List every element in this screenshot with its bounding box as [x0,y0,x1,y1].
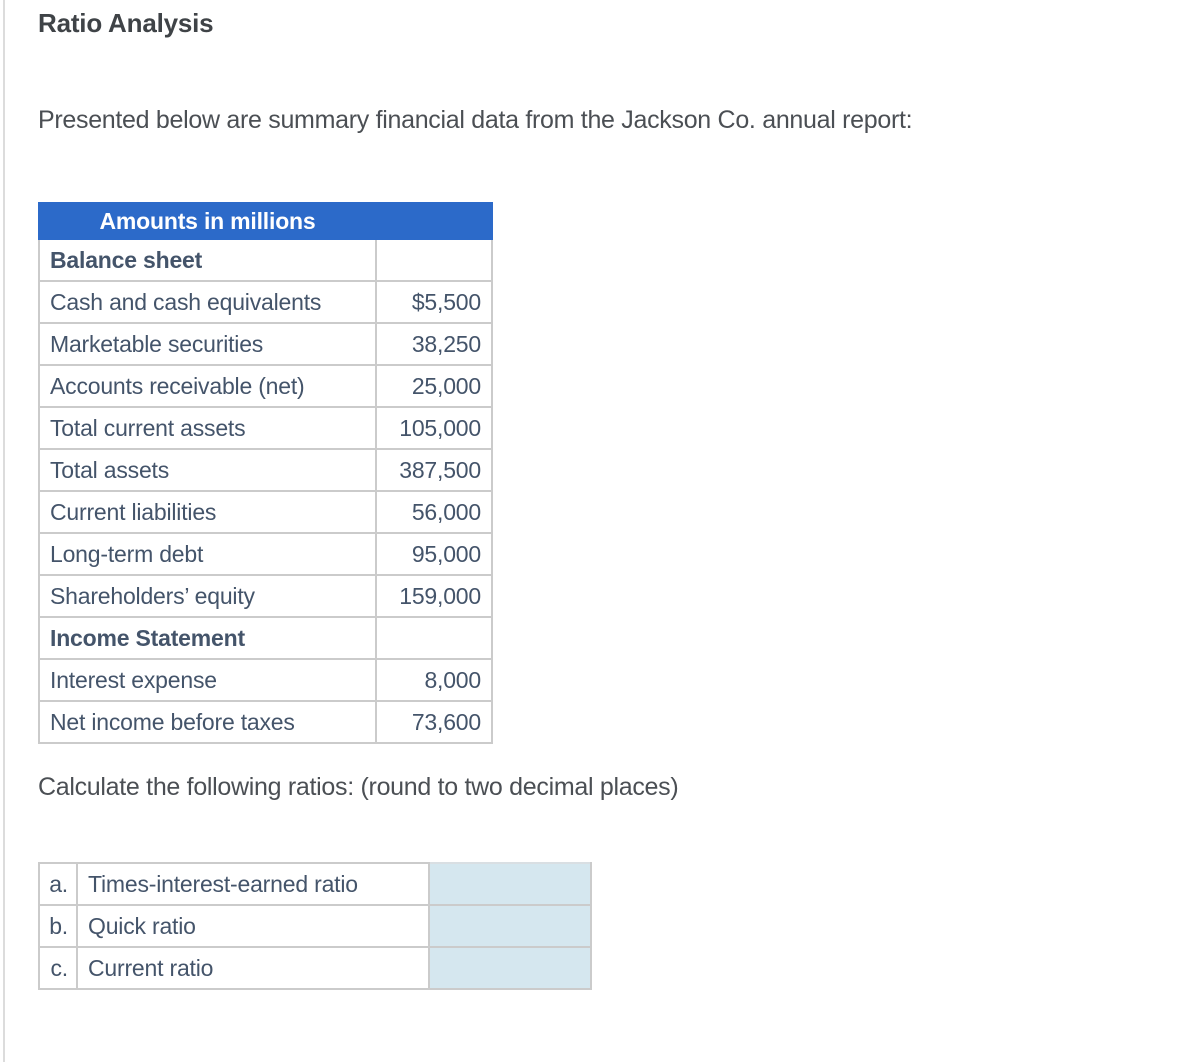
table-row: Total assets 387,500 [38,448,493,492]
table-row: Balance sheet [38,238,493,282]
row-label: Income Statement [38,616,377,660]
row-value: 25,000 [375,364,493,408]
intro-text: Presented below are summary financial da… [38,106,913,134]
answer-input-c[interactable] [428,946,592,990]
row-label: Net income before taxes [38,700,377,744]
table-row: a. Times-interest-earned ratio [38,862,592,906]
financial-data-table: Amounts in millions Balance sheet Cash a… [38,202,493,744]
row-label: Cash and cash equivalents [38,280,377,324]
row-label: Marketable securities [38,322,377,366]
table-row: Total current assets 105,000 [38,406,493,450]
row-letter: b. [38,904,78,948]
table-row: Marketable securities 38,250 [38,322,493,366]
table-row: Current liabilities 56,000 [38,490,493,534]
table-header: Amounts in millions [38,202,493,240]
instruction-text: Calculate the following ratios: (round t… [38,773,679,801]
page-title: Ratio Analysis [38,8,214,38]
row-value: 73,600 [375,700,493,744]
row-value: 105,000 [375,406,493,450]
row-label: Total assets [38,448,377,492]
table-row: Net income before taxes 73,600 [38,700,493,744]
row-value: 95,000 [375,532,493,576]
row-label: Current ratio [76,946,430,990]
table-row: Long-term debt 95,000 [38,532,493,576]
row-letter: a. [38,862,78,906]
row-value [375,616,493,660]
row-label: Quick ratio [76,904,430,948]
row-value: $5,500 [375,280,493,324]
ratio-answer-table: a. Times-interest-earned ratio b. Quick … [38,862,592,990]
row-value: 38,250 [375,322,493,366]
row-value: 8,000 [375,658,493,702]
row-label: Total current assets [38,406,377,450]
row-value: 387,500 [375,448,493,492]
table-row: Income Statement [38,616,493,660]
answer-input-a[interactable] [428,862,592,906]
row-label: Long-term debt [38,532,377,576]
table-row: Interest expense 8,000 [38,658,493,702]
table-row: Shareholders’ equity 159,000 [38,574,493,618]
row-letter: c. [38,946,78,990]
row-value: 56,000 [375,490,493,534]
row-label: Times-interest-earned ratio [76,862,430,906]
panel-divider [3,0,5,1062]
table-row: c. Current ratio [38,946,592,990]
row-value [375,238,493,282]
table-row: Accounts receivable (net) 25,000 [38,364,493,408]
table-row: Cash and cash equivalents $5,500 [38,280,493,324]
row-label: Interest expense [38,658,377,702]
row-label: Accounts receivable (net) [38,364,377,408]
row-value: 159,000 [375,574,493,618]
answer-input-b[interactable] [428,904,592,948]
row-label: Balance sheet [38,238,377,282]
row-label: Current liabilities [38,490,377,534]
row-label: Shareholders’ equity [38,574,377,618]
table-row: b. Quick ratio [38,904,592,948]
table-header-row: Amounts in millions [38,202,493,240]
